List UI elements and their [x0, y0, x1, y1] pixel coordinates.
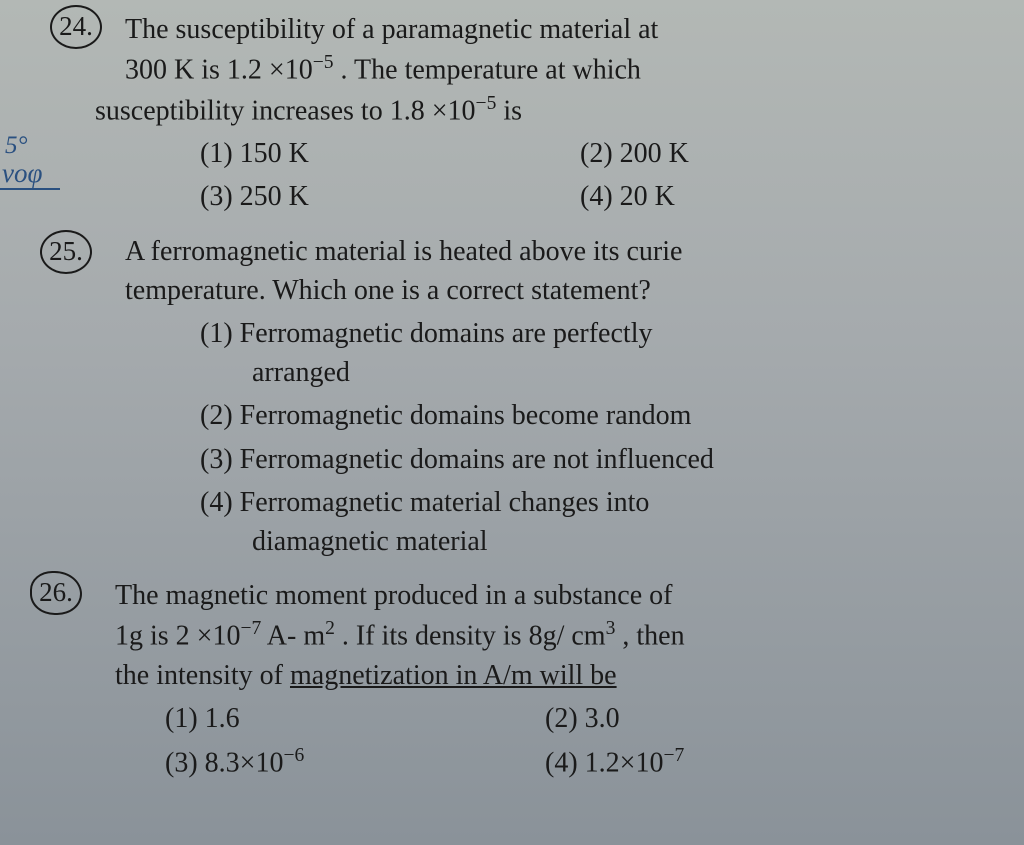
- q26-o4e: −7: [663, 745, 684, 766]
- q24-option-2: (2) 200 K: [580, 134, 994, 173]
- q25-line1: A ferromagnetic material is heated above…: [125, 232, 994, 271]
- q26-option-1: (1) 1.6: [165, 699, 545, 738]
- q26-option-3: (3) 8.3×10−6: [165, 742, 545, 783]
- q26-l2a: 1g is 2 ×10: [115, 621, 240, 652]
- q24-line3: susceptibility increases to 1.8 ×10−5 is: [95, 90, 994, 131]
- q26-option-4: (4) 1.2×10−7: [545, 742, 994, 783]
- q24-line1: The susceptibility of a paramagnetic mat…: [125, 10, 994, 49]
- question-25-text: A ferromagnetic material is heated above…: [125, 232, 994, 310]
- q25-option-3: (3) Ferromagnetic domains are not influe…: [200, 440, 994, 479]
- q26-l2e2: 2: [325, 618, 335, 639]
- q24-line2exp: −5: [313, 52, 334, 73]
- q25-option-2: (2) Ferromagnetic domains become random: [200, 396, 994, 435]
- q26-line2: 1g is 2 ×10−7 A- m2 . If its density is …: [115, 615, 994, 656]
- q24-line3exp: −5: [476, 93, 497, 114]
- q26-line3: the intensity of magnetization in A/m wi…: [115, 656, 994, 695]
- q24-line3a: susceptibility increases to 1.8 ×10: [95, 95, 476, 126]
- q26-o3e: −6: [283, 745, 304, 766]
- q26-option-2: (2) 3.0: [545, 699, 994, 738]
- q25-option-1a: (1) Ferromagnetic domains are perfectly: [200, 314, 994, 353]
- q25-option-1b: arranged: [252, 353, 994, 392]
- q26-l3b: magnetization in A/m will be: [290, 660, 617, 691]
- question-26: 26. The magnetic moment produced in a su…: [20, 576, 994, 783]
- q25-line2: temperature. Which one is a correct stat…: [125, 271, 994, 310]
- q24-option-1: (1) 150 K: [200, 134, 580, 173]
- q26-options-row1: (1) 1.6 (2) 3.0: [165, 699, 994, 738]
- q24-options-row2: (3) 250 K (4) 20 K: [200, 177, 994, 216]
- q26-l2e3: 3: [606, 618, 616, 639]
- q26-l3a: the intensity of: [115, 660, 290, 691]
- q25-option-4a: (4) Ferromagnetic material changes into: [200, 483, 994, 522]
- q26-l2d: , then: [615, 621, 684, 652]
- q26-options-row2: (3) 8.3×10−6 (4) 1.2×10−7: [165, 742, 994, 783]
- question-26-text: The magnetic moment produced in a substa…: [115, 576, 994, 695]
- question-number-24: 24.: [50, 5, 102, 49]
- q24-option-3: (3) 250 K: [200, 177, 580, 216]
- q25-option-4b: diamagnetic material: [252, 522, 994, 561]
- q24-option-4: (4) 20 K: [580, 177, 994, 216]
- q26-o3a: (3) 8.3×10: [165, 748, 283, 779]
- q26-l2b: A- m: [261, 621, 325, 652]
- q24-options-row1: (1) 150 K (2) 200 K: [200, 134, 994, 173]
- q26-l2e1: −7: [240, 618, 261, 639]
- q24-line3b: is: [496, 95, 522, 126]
- q24-line2a: 300 K is 1.2 ×10: [125, 55, 313, 86]
- question-24: 24. The susceptibility of a paramagnetic…: [20, 10, 994, 217]
- q26-o4a: (4) 1.2×10: [545, 748, 663, 779]
- question-number-26: 26.: [30, 571, 82, 615]
- q26-line1: The magnetic moment produced in a substa…: [115, 576, 994, 615]
- q24-line2: 300 K is 1.2 ×10−5 . The temperature at …: [125, 49, 994, 90]
- q24-line2b: . The temperature at which: [334, 55, 641, 86]
- question-number-25: 25.: [40, 230, 92, 274]
- q26-l2c: . If its density is 8g/ cm: [335, 621, 606, 652]
- question-25: 25. A ferromagnetic material is heated a…: [20, 232, 994, 562]
- question-24-text: The susceptibility of a paramagnetic mat…: [125, 10, 994, 130]
